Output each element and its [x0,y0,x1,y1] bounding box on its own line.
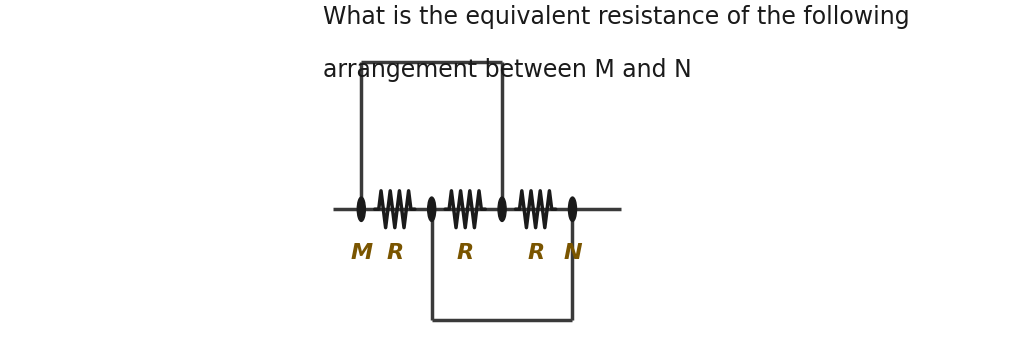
Ellipse shape [498,197,506,221]
Ellipse shape [357,197,366,221]
Text: What is the equivalent resistance of the following: What is the equivalent resistance of the… [323,5,909,29]
Ellipse shape [568,197,577,221]
Ellipse shape [428,197,436,221]
Text: R: R [457,243,474,263]
Text: R: R [386,243,403,263]
Text: M: M [350,243,373,263]
Text: N: N [563,243,582,263]
Text: R: R [527,243,544,263]
Text: arrangement between M and N: arrangement between M and N [323,58,691,82]
